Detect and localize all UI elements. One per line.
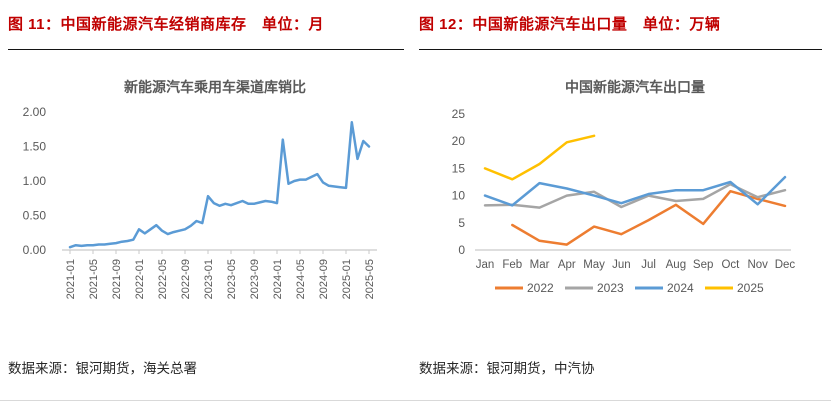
figure-12-panel: 图 12：中国新能源汽车出口量 单位：万辆 中国新能源汽车出口量 0 5 10 15 20… (419, 8, 822, 377)
y-tick-label: 5 (458, 216, 465, 230)
x-tick-label: 2025-01 (341, 259, 353, 299)
export-chart-container: 中国新能源汽车出口量 0 5 10 15 20 25 Jan Feb Mar Apr May Jun Ju… (419, 62, 822, 317)
chart-title: 中国新能源汽车出口量 (565, 79, 705, 95)
x-tick-label: Jul (641, 259, 656, 271)
x-axis-labels: Jan Feb Mar Apr May Jun Jul Aug Sep Oct Nov Dec (476, 259, 796, 271)
x-tick-label: 2021-09 (111, 259, 123, 299)
y-tick-label: 25 (452, 107, 466, 121)
y-tick-label: 1.50 (23, 140, 47, 154)
x-tick-label: Jan (476, 259, 495, 271)
x-tick-label: 2024-01 (272, 259, 284, 299)
x-tick-label: Feb (502, 259, 522, 271)
x-tick-label: 2022-01 (134, 259, 146, 299)
figure-11-title: 图 11：中国新能源汽车经销商库存 单位：月 (8, 16, 325, 33)
y-tick-label: 15 (452, 161, 466, 175)
y-tick-label: 20 (452, 134, 466, 148)
figure-12-title: 图 12：中国新能源汽车出口量 单位：万辆 (419, 16, 721, 33)
series-line-2024 (483, 175, 787, 207)
x-tick-label: Dec (775, 259, 796, 271)
x-tick-label: Jun (612, 259, 631, 271)
series-line-2023 (483, 182, 787, 209)
x-tick-label: 2021-05 (88, 259, 100, 299)
x-tick-label: 2023-05 (226, 259, 238, 299)
x-tick-label: Mar (530, 259, 550, 271)
series-line-库销比 (68, 121, 371, 249)
y-axis-labels: 0 5 10 15 20 25 (452, 107, 466, 257)
legend-label: 2023 (597, 281, 624, 295)
figure-11-panel: 图 11：中国新能源汽车经销商库存 单位：月 新能源汽车乘用车渠道库销比 0.00… (8, 8, 404, 377)
x-tick-label: 2021-01 (65, 259, 77, 299)
y-tick-label: 0.50 (23, 209, 47, 223)
figure-11-source: 数据来源：银河期货，海关总署 (8, 361, 197, 376)
inventory-chart-container: 新能源汽车乘用车渠道库销比 0.00 0.50 1.00 1.50 2.00 2021-01… (8, 62, 404, 317)
series-line-2025 (483, 134, 596, 181)
x-tick-label: 2022-09 (180, 259, 192, 299)
series-line-2022 (511, 189, 787, 246)
y-axis-labels: 0.00 0.50 1.00 1.50 2.00 (23, 105, 47, 257)
figure-11-header: 图 11：中国新能源汽车经销商库存 单位：月 (8, 8, 404, 50)
x-tick-label: Sep (693, 259, 713, 271)
x-tick-label: 2025-05 (364, 259, 376, 299)
x-tick-label: 2024-09 (318, 259, 330, 299)
channel-inventory-ratio-chart: 新能源汽车乘用车渠道库销比 0.00 0.50 1.00 1.50 2.00 2021-01… (23, 79, 377, 299)
legend-item-2022: 2022 (495, 281, 554, 295)
y-tick-label: 10 (452, 189, 466, 203)
x-tick-label: Aug (666, 259, 686, 271)
x-tick-label: Apr (558, 259, 576, 271)
figure-12-header: 图 12：中国新能源汽车出口量 单位：万辆 (419, 8, 822, 50)
legend-label: 2025 (737, 281, 764, 295)
y-tick-label: 2.00 (23, 105, 47, 119)
x-tick-label: 2023-09 (249, 259, 261, 299)
x-tick-label: 2024-05 (295, 259, 307, 299)
legend-label: 2022 (527, 281, 554, 295)
x-tick-label: 2023-01 (203, 259, 215, 299)
x-tick-label: May (583, 259, 605, 271)
y-tick-label: 1.00 (23, 174, 47, 188)
x-tick-label: Oct (721, 259, 740, 271)
figure-12-source: 数据来源：银河期货，中汽协 (419, 361, 595, 376)
chart-legend: 2022 2023 2024 2025 (495, 281, 764, 295)
x-tick-label: Nov (747, 259, 768, 271)
legend-item-2025: 2025 (705, 281, 764, 295)
y-tick-label: 0 (458, 243, 465, 257)
legend-label: 2024 (667, 281, 694, 295)
chart-title: 新能源汽车乘用车渠道库销比 (124, 79, 306, 95)
legend-item-2023: 2023 (565, 281, 624, 295)
legend-item-2024: 2024 (635, 281, 694, 295)
y-tick-label: 0.00 (23, 243, 47, 257)
x-axis-labels: 2021-01 2021-05 2021-09 2022-01 2022-05 2022-… (65, 250, 376, 299)
x-tick-label: 2022-05 (157, 259, 169, 299)
